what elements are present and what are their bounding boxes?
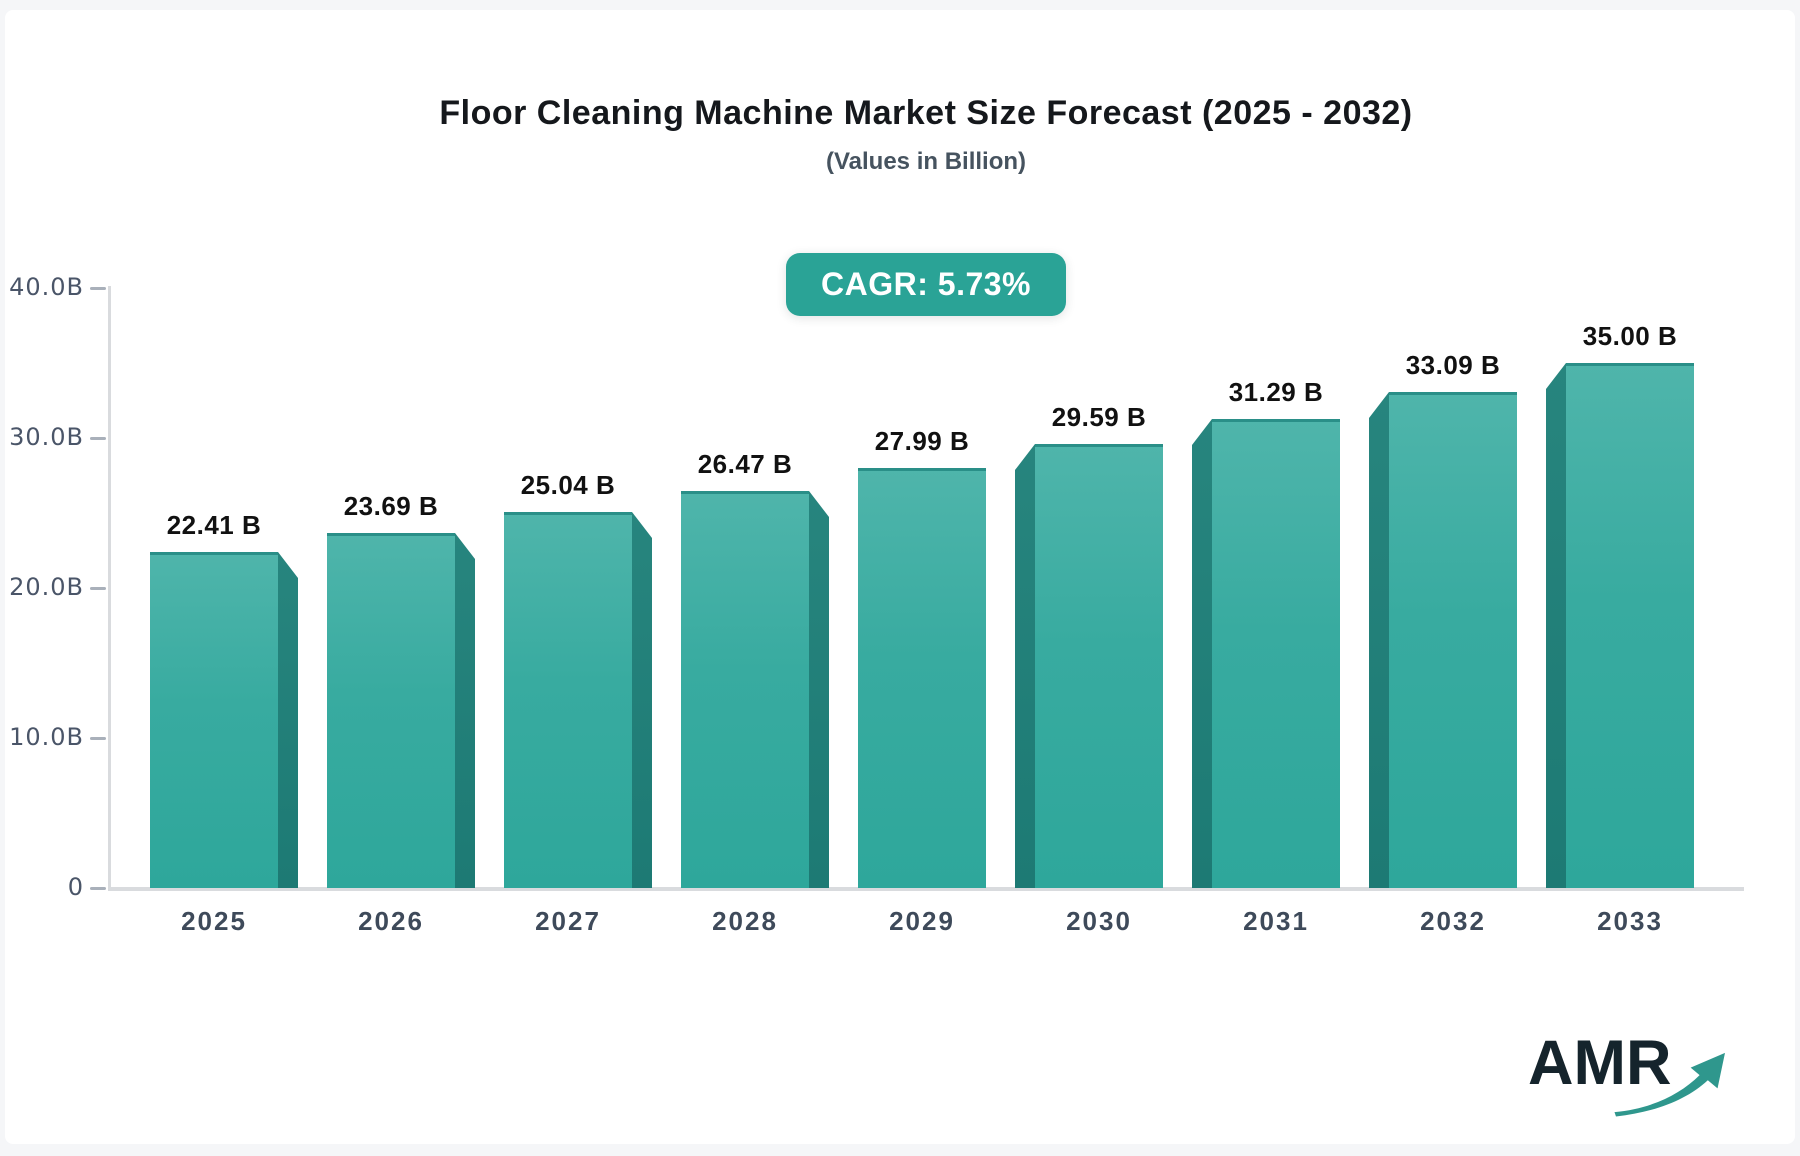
bar-value-label-2032: 33.09 B [1405,350,1501,380]
bar-side-face-2028 [809,491,829,888]
x-axis-label-2027: 2027 [535,906,601,936]
x-axis-label-2030: 2030 [1066,906,1132,936]
bar-2030 [1035,444,1163,888]
page-title: Floor Cleaning Machine Market Size Forec… [439,94,1413,132]
bar-2029 [858,468,986,888]
y-tick-mark-20 [90,587,106,590]
x-axis-label-2028: 2028 [712,906,778,936]
growth-arrow-icon [1614,1052,1725,1117]
bar-2027 [504,512,632,888]
bar-side-face-2032 [1369,392,1389,888]
y-tick-label-20: 20.0B [9,573,84,601]
bar-value-label-2029: 27.99 B [874,426,970,456]
bar-value-label-2027: 25.04 B [520,470,616,500]
y-tick-mark-30 [90,437,106,440]
bar-2031 [1212,419,1340,888]
y-tick-label-0: 0 [67,873,84,901]
y-tick-mark-10 [90,737,106,740]
bar-value-label-2028: 26.47 B [697,449,793,479]
x-axis-label-2026: 2026 [358,906,424,936]
chart-header: Floor Cleaning Machine Market Size Forec… [110,0,1742,340]
bar-side-face-2026 [455,533,475,888]
y-tick-mark-40 [90,287,106,290]
bar-value-label-2025: 22.41 B [166,510,262,540]
bar-value-label-2031: 31.29 B [1228,377,1324,407]
amr-logo: AMR [1528,1028,1738,1117]
bar-side-face-2027 [632,512,652,888]
x-axis-label-2033: 2033 [1597,906,1663,936]
y-axis-line [108,286,111,890]
y-tick-label-40: 40.0B [9,273,84,301]
x-axis-baseline [108,887,1744,891]
bar-value-label-2033: 35.00 B [1582,321,1678,351]
y-tick-label-30: 30.0B [9,423,84,451]
chart-subtitle: (Values in Billion) [825,148,1027,175]
bar-value-label-2026: 23.69 B [343,491,439,521]
bar-2032 [1389,392,1517,888]
y-tick-label-10: 10.0B [9,723,84,751]
bar-side-face-2033 [1546,363,1566,888]
bar-2033 [1566,363,1694,888]
y-tick-mark-0 [90,887,106,890]
bar-2026 [327,533,455,888]
amr-logo-text: AMR [1528,1028,1672,1098]
bar-side-face-2031 [1192,419,1212,888]
bar-value-label-2030: 29.59 B [1051,402,1147,432]
x-axis-label-2032: 2032 [1420,906,1486,936]
x-axis-label-2031: 2031 [1243,906,1309,936]
cagr-badge: CAGR: 5.73% [786,253,1066,316]
bar-side-face-2030 [1015,444,1035,888]
bar-2025 [150,552,278,888]
x-axis-label-2029: 2029 [889,906,955,936]
bar-side-face-2025 [278,552,298,888]
bar-2028 [681,491,809,888]
x-axis-label-2025: 2025 [181,906,247,936]
